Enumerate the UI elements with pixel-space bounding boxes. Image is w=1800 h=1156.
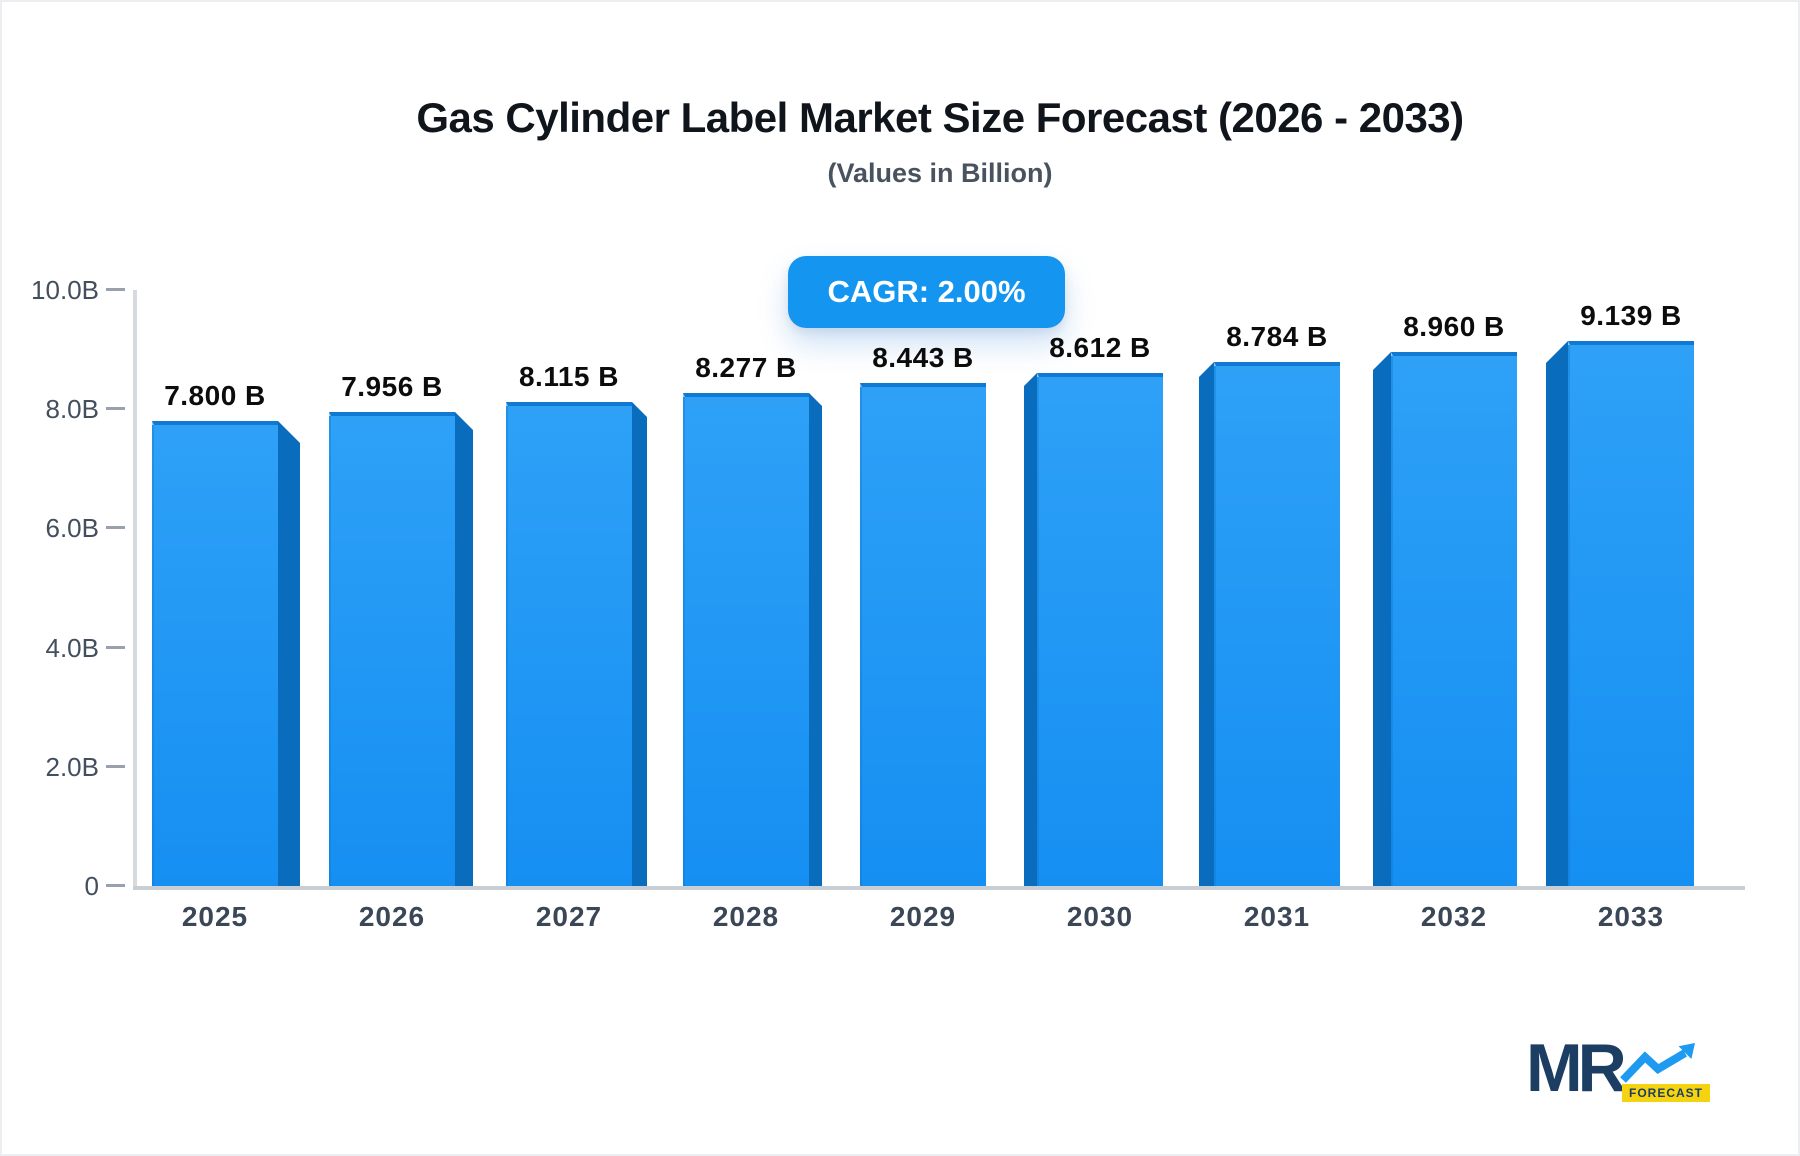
bar-side-face	[809, 393, 822, 886]
y-tick-label: 10.0B	[31, 275, 99, 305]
bar[interactable]	[860, 383, 986, 886]
chart-header: Gas Cylinder Label Market Size Forecast …	[135, 94, 1745, 189]
y-tick-dash	[106, 764, 125, 768]
y-tick-label: 8.0B	[45, 394, 100, 425]
bar-value-label: 8.960 B	[1403, 311, 1505, 342]
y-tick-label: 2.0B	[45, 751, 100, 782]
logo-forecast-badge: FORECAST	[1622, 1084, 1710, 1102]
bar-side-face	[1546, 341, 1568, 886]
bar-side-face	[455, 412, 473, 886]
bar-value-label: 9.139 B	[1580, 300, 1682, 331]
x-tick-label: 2032	[1420, 901, 1488, 932]
bar-value-label: 8.612 B	[1049, 332, 1151, 363]
bar[interactable]	[1037, 373, 1163, 886]
x-tick-label: 2027	[535, 901, 603, 932]
y-tick-dash	[106, 288, 125, 291]
bar[interactable]	[1214, 362, 1340, 886]
y-tick-label: 6.0B	[45, 513, 100, 544]
x-tick-label: 2031	[1243, 901, 1311, 932]
y-tick-label: 4.0B	[45, 632, 100, 663]
x-axis-baseline	[133, 886, 1745, 890]
bar-value-label: 8.277 B	[695, 352, 797, 383]
y-axis-line	[133, 290, 137, 890]
x-tick-label: 2025	[181, 901, 249, 932]
bar-value-label: 8.784 B	[1226, 321, 1328, 352]
bar[interactable]	[1391, 352, 1517, 886]
bar[interactable]	[1568, 341, 1694, 886]
x-tick-label: 2033	[1597, 901, 1665, 932]
bar-side-face	[278, 421, 300, 886]
bar-side-face	[1024, 373, 1037, 886]
bar-value-label: 8.115 B	[518, 361, 620, 392]
bar-side-face	[632, 402, 647, 886]
bar-value-label: 7.956 B	[341, 371, 443, 402]
bar-value-label: 8.443 B	[872, 342, 974, 373]
chart-title: Gas Cylinder Label Market Size Forecast …	[416, 94, 1464, 141]
y-tick-label: 0	[84, 871, 99, 901]
y-tick-dash	[106, 645, 125, 649]
y-tick-dash	[106, 407, 125, 411]
y-tick-dash	[106, 526, 125, 530]
x-tick-label: 2026	[358, 901, 426, 932]
bar[interactable]	[683, 393, 809, 886]
bar-side-face	[1373, 352, 1391, 886]
bar[interactable]	[329, 412, 455, 886]
x-tick-label: 2028	[712, 901, 780, 932]
bar[interactable]	[152, 421, 278, 886]
x-tick-label: 2029	[889, 901, 957, 932]
bar[interactable]	[506, 402, 632, 886]
mr-forecast-logo: MR FORECAST	[1526, 1030, 1710, 1106]
trend-arrow-icon	[1620, 1043, 1695, 1083]
logo-mr-text: MR	[1526, 1030, 1627, 1106]
bar-value-label: 7.800 B	[164, 380, 266, 411]
chart-subtitle: (Values in Billion)	[827, 158, 1053, 188]
x-tick-label: 2030	[1066, 901, 1134, 932]
cagr-badge: CAGR: 2.00%	[788, 256, 1065, 328]
bar-side-face	[1199, 362, 1214, 886]
y-tick-dash	[106, 884, 125, 887]
